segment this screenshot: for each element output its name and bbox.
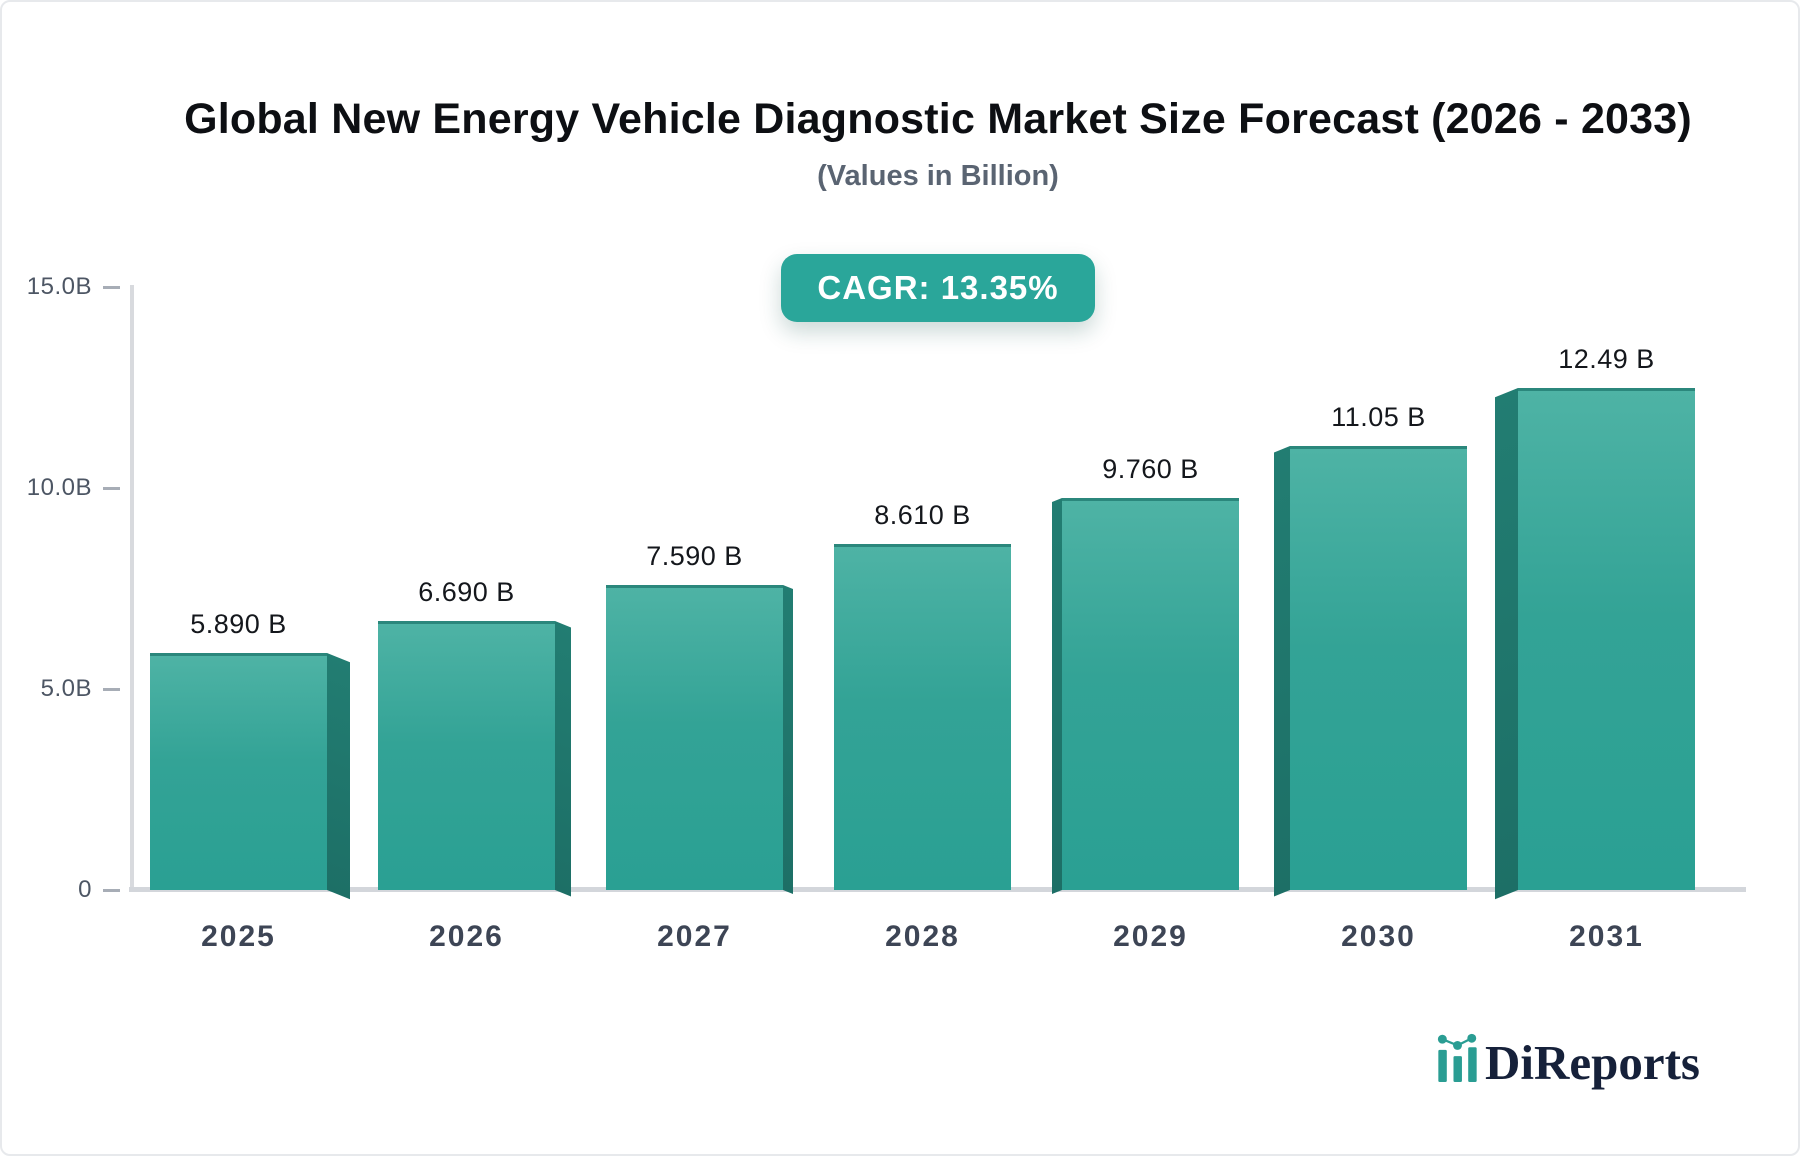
- y-tick-mark: [103, 688, 120, 691]
- x-label-2031: 2031: [1569, 920, 1644, 953]
- bar-value-2025: 5.890 B: [190, 609, 287, 639]
- bar-2029[interactable]: [1062, 498, 1239, 890]
- bar-2028[interactable]: [834, 544, 1011, 890]
- y-tick-mark: [103, 889, 120, 892]
- y-tick-label: 15.0B: [26, 273, 92, 300]
- x-label-2025: 2025: [201, 920, 276, 953]
- bar-2027[interactable]: [606, 585, 783, 890]
- chart-subtitle: (Values in Billion): [817, 160, 1059, 192]
- bar-2025[interactable]: [150, 653, 327, 890]
- direports-logo: DiReports: [1437, 1032, 1700, 1091]
- bar-side-2026: [555, 621, 571, 897]
- y-tick-label: 0: [78, 876, 92, 903]
- y-tick-mark: [103, 286, 120, 289]
- bar-2030[interactable]: [1290, 446, 1467, 890]
- bar-value-2029: 9.760 B: [1102, 454, 1199, 484]
- bar-side-2027: [783, 585, 793, 895]
- x-label-2028: 2028: [885, 920, 960, 953]
- bar-value-2026: 6.690 B: [418, 577, 515, 607]
- x-label-2029: 2029: [1113, 920, 1188, 953]
- x-label-2027: 2027: [657, 920, 732, 953]
- cagr-badge: CAGR: 13.35%: [781, 254, 1095, 322]
- chart-header: Global New Energy Vehicle Diagnostic Mar…: [132, 2, 1744, 322]
- bar-value-2031: 12.49 B: [1558, 344, 1655, 374]
- x-label-2030: 2030: [1341, 920, 1416, 953]
- bar-2031[interactable]: [1518, 388, 1695, 890]
- logo-text: DiReports: [1484, 1035, 1700, 1090]
- x-label-2026: 2026: [429, 920, 504, 953]
- bar-chart-logo-icon: [1437, 1033, 1477, 1082]
- bar-side-2029: [1052, 498, 1062, 895]
- bar-side-2030: [1274, 446, 1290, 897]
- chart-title: Global New Energy Vehicle Diagnostic Mar…: [184, 95, 1692, 143]
- bar-side-2031: [1495, 388, 1518, 900]
- y-tick-mark: [103, 487, 120, 490]
- bar-2026[interactable]: [378, 621, 555, 890]
- y-tick-label: 10.0B: [26, 474, 92, 501]
- bar-value-2027: 7.590 B: [646, 541, 743, 571]
- y-axis-line: [130, 285, 134, 890]
- y-tick-label: 5.0B: [40, 675, 92, 702]
- bar-side-2025: [327, 653, 350, 900]
- bar-value-2030: 11.05 B: [1331, 402, 1426, 432]
- bar-value-2028: 8.610 B: [874, 500, 971, 530]
